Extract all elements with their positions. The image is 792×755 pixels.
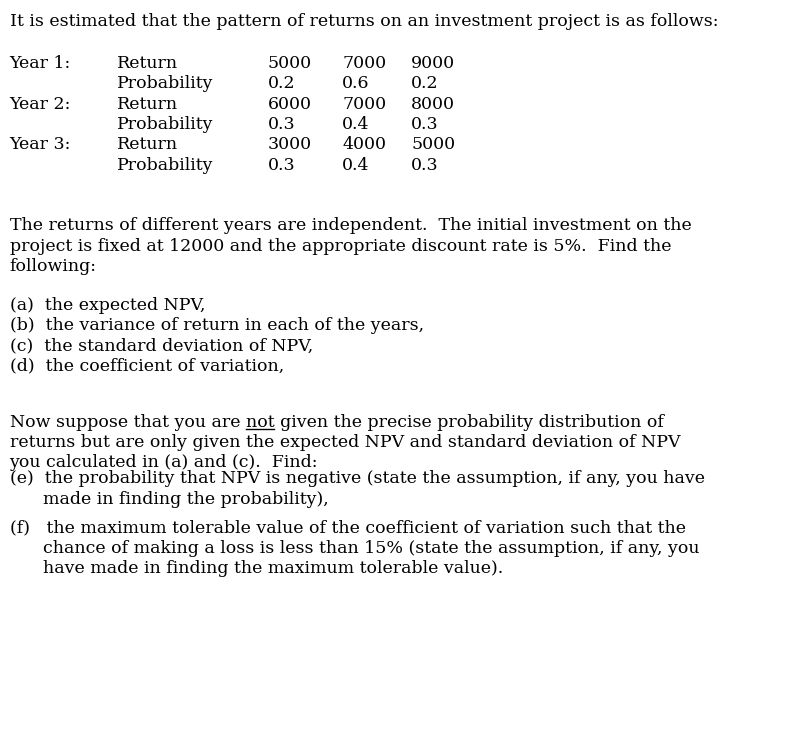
Text: 4000: 4000: [342, 137, 386, 153]
Text: 0.3: 0.3: [268, 116, 295, 133]
Text: 0.4: 0.4: [342, 157, 370, 174]
Text: chance of making a loss is less than 15% (state the assumption, if any, you: chance of making a loss is less than 15%…: [10, 540, 699, 556]
Text: (d)  the coefficient of variation,: (d) the coefficient of variation,: [10, 358, 284, 374]
Text: (f)   the maximum tolerable value of the coefficient of variation such that the: (f) the maximum tolerable value of the c…: [10, 519, 686, 536]
Text: 0.3: 0.3: [268, 157, 295, 174]
Text: Probability: Probability: [117, 157, 214, 174]
Text: not: not: [10, 414, 38, 430]
Text: 0.6: 0.6: [342, 76, 370, 92]
Text: made in finding the probability),: made in finding the probability),: [10, 491, 328, 507]
Text: 0.3: 0.3: [411, 157, 439, 174]
Text: returns but are only given the expected NPV and standard deviation of NPV: returns but are only given the expected …: [10, 434, 680, 451]
Text: 0.4: 0.4: [342, 116, 370, 133]
Text: (e)  the probability that NPV is negative (state the assumption, if any, you hav: (e) the probability that NPV is negative…: [10, 470, 705, 487]
Text: 0.2: 0.2: [411, 76, 439, 92]
Text: 0.2: 0.2: [268, 76, 295, 92]
Text: 5000: 5000: [411, 137, 455, 153]
Text: 3000: 3000: [268, 137, 312, 153]
Text: 7000: 7000: [342, 55, 386, 72]
Text: 0.3: 0.3: [411, 116, 439, 133]
Text: you calculated in (a) and (c).  Find:: you calculated in (a) and (c). Find:: [10, 455, 318, 471]
Text: 5000: 5000: [268, 55, 312, 72]
Text: Year 2:: Year 2:: [10, 96, 70, 112]
Text: Year 3:: Year 3:: [10, 137, 70, 153]
Text: The returns of different years are independent.  The initial investment on the: The returns of different years are indep…: [10, 217, 691, 234]
Text: 7000: 7000: [342, 96, 386, 112]
Text: Year 1:: Year 1:: [10, 55, 70, 72]
Text: Probability: Probability: [117, 116, 214, 133]
Text: 6000: 6000: [268, 96, 312, 112]
Text: Now suppose that you are: Now suppose that you are: [10, 414, 246, 430]
Text: following:: following:: [10, 258, 97, 275]
Text: (a)  the expected NPV,: (a) the expected NPV,: [10, 297, 205, 313]
Text: project is fixed at 12000 and the appropriate discount rate is 5%.  Find the: project is fixed at 12000 and the approp…: [10, 238, 671, 254]
Text: Return: Return: [117, 55, 178, 72]
Text: Return: Return: [117, 137, 178, 153]
Text: 9000: 9000: [411, 55, 455, 72]
Text: Now suppose that you are not given the precise probability distribution of: Now suppose that you are not given the p…: [10, 414, 664, 430]
Text: have made in finding the maximum tolerable value).: have made in finding the maximum tolerab…: [10, 560, 503, 577]
Text: Return: Return: [117, 96, 178, 112]
Text: (b)  the variance of return in each of the years,: (b) the variance of return in each of th…: [10, 317, 424, 334]
Text: It is estimated that the pattern of returns on an investment project is as follo: It is estimated that the pattern of retu…: [10, 14, 718, 30]
Text: 8000: 8000: [411, 96, 455, 112]
Text: Probability: Probability: [117, 76, 214, 92]
Text: (c)  the standard deviation of NPV,: (c) the standard deviation of NPV,: [10, 337, 313, 354]
